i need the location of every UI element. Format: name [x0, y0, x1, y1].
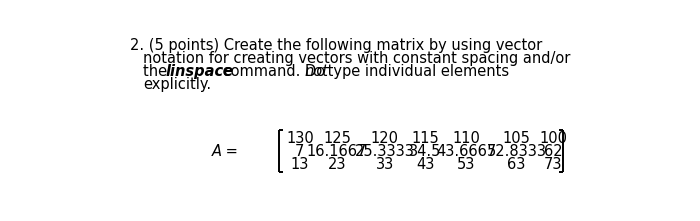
Text: 53: 53	[457, 157, 475, 172]
Text: the: the	[144, 64, 172, 79]
Text: type individual elements: type individual elements	[323, 64, 510, 79]
Text: 23: 23	[328, 157, 346, 172]
Text: notation for creating vectors with constant spacing and/or: notation for creating vectors with const…	[144, 51, 570, 66]
Text: linspace: linspace	[166, 64, 234, 79]
Text: 34.5: 34.5	[410, 144, 442, 159]
Text: 130: 130	[286, 131, 314, 146]
Text: 25.3333: 25.3333	[355, 144, 414, 159]
Text: 115: 115	[412, 131, 440, 146]
Text: 33: 33	[376, 157, 394, 172]
Text: 43.6667: 43.6667	[436, 144, 496, 159]
Text: 62: 62	[544, 144, 563, 159]
Text: 7: 7	[295, 144, 304, 159]
Text: 52.8333: 52.8333	[486, 144, 547, 159]
Text: 13: 13	[290, 157, 309, 172]
Text: 43: 43	[416, 157, 435, 172]
Text: 110: 110	[452, 131, 480, 146]
Text: A =: A =	[211, 144, 239, 159]
Text: command. Do: command. Do	[218, 64, 330, 79]
Text: not: not	[305, 64, 329, 79]
Text: 63: 63	[508, 157, 526, 172]
Text: 16.1667: 16.1667	[307, 144, 368, 159]
Text: 125: 125	[323, 131, 351, 146]
Text: 120: 120	[371, 131, 399, 146]
Text: 105: 105	[503, 131, 531, 146]
Text: explicitly.: explicitly.	[144, 77, 211, 92]
Text: 73: 73	[544, 157, 563, 172]
Text: 100: 100	[539, 131, 567, 146]
Text: 2. (5 points) Create the following matrix by using vector: 2. (5 points) Create the following matri…	[130, 38, 542, 53]
